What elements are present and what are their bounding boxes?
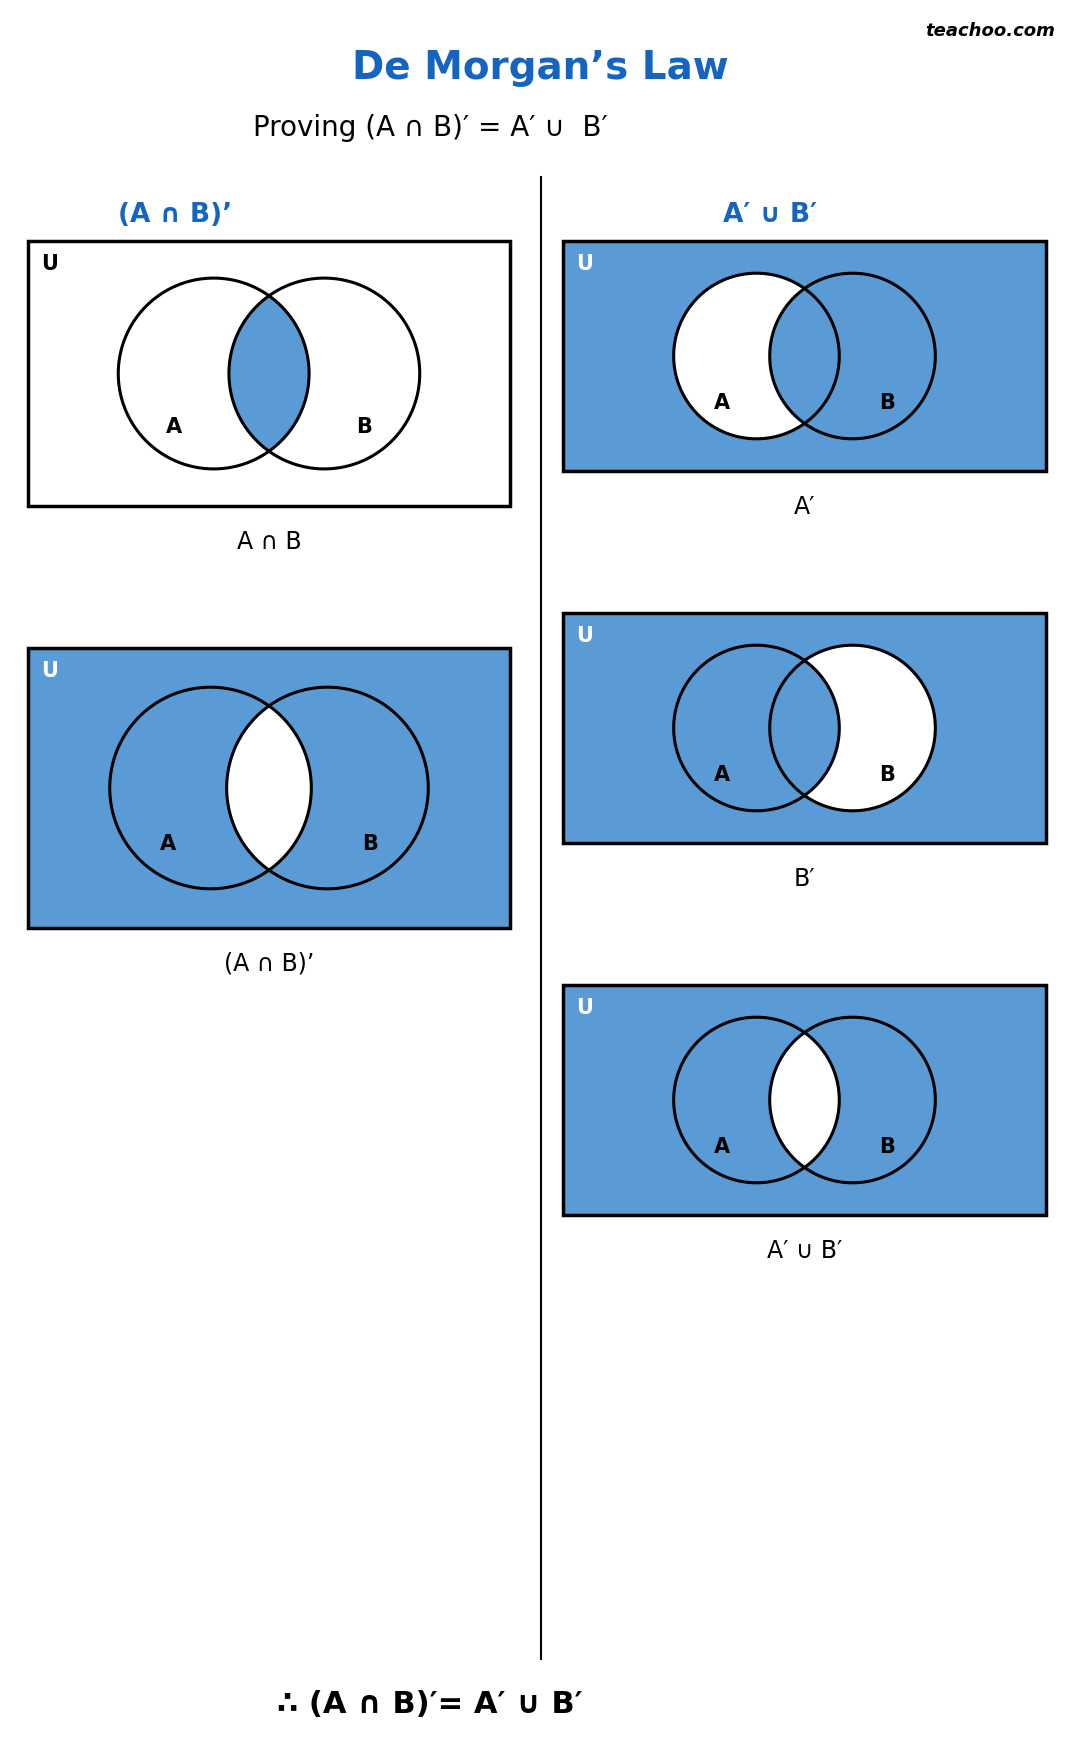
Polygon shape bbox=[673, 275, 839, 440]
Text: ∴ (A ∩ B)′= A′ ∪ B′: ∴ (A ∩ B)′= A′ ∪ B′ bbox=[277, 1690, 583, 1718]
Text: U: U bbox=[41, 254, 58, 273]
Text: B′: B′ bbox=[793, 866, 815, 890]
Polygon shape bbox=[770, 290, 839, 424]
Text: B: B bbox=[879, 763, 895, 784]
Text: A ∩ B: A ∩ B bbox=[237, 530, 302, 553]
Polygon shape bbox=[227, 689, 428, 889]
Text: De Morgan’s Law: De Morgan’s Law bbox=[351, 49, 729, 87]
Text: A: A bbox=[160, 835, 176, 854]
Polygon shape bbox=[673, 1017, 839, 1183]
Polygon shape bbox=[110, 689, 311, 889]
Bar bbox=[28, 649, 510, 929]
Text: U: U bbox=[41, 661, 58, 680]
Text: (A ∩ B)’: (A ∩ B)’ bbox=[224, 951, 315, 976]
Text: teachoo.com: teachoo.com bbox=[925, 23, 1055, 40]
Text: B: B bbox=[879, 1136, 895, 1156]
Polygon shape bbox=[227, 708, 311, 870]
Text: B: B bbox=[357, 417, 372, 436]
Polygon shape bbox=[770, 1033, 839, 1167]
Bar bbox=[563, 614, 1046, 843]
Text: A: A bbox=[713, 1136, 730, 1156]
Text: U: U bbox=[576, 998, 593, 1017]
Text: U: U bbox=[576, 254, 593, 273]
Polygon shape bbox=[229, 297, 309, 452]
Text: A′: A′ bbox=[793, 494, 815, 518]
Text: A′ ∪ B′: A′ ∪ B′ bbox=[766, 1238, 842, 1263]
Text: (A ∩ B)’: (A ∩ B)’ bbox=[118, 202, 232, 228]
Polygon shape bbox=[770, 1017, 935, 1183]
Polygon shape bbox=[770, 661, 839, 796]
Text: A: A bbox=[713, 763, 730, 784]
Text: A: A bbox=[165, 417, 182, 436]
Polygon shape bbox=[770, 645, 935, 812]
Bar bbox=[28, 242, 510, 506]
Text: Proving (A ∩ B)′ = A′ ∪  B′: Proving (A ∩ B)′ = A′ ∪ B′ bbox=[253, 115, 608, 143]
Text: B: B bbox=[879, 393, 895, 412]
Bar bbox=[563, 986, 1046, 1216]
Text: U: U bbox=[576, 626, 593, 645]
Text: A′ ∪ B′: A′ ∪ B′ bbox=[723, 202, 817, 228]
Text: B: B bbox=[362, 835, 377, 854]
Text: A: A bbox=[713, 393, 730, 412]
Bar bbox=[563, 242, 1046, 471]
